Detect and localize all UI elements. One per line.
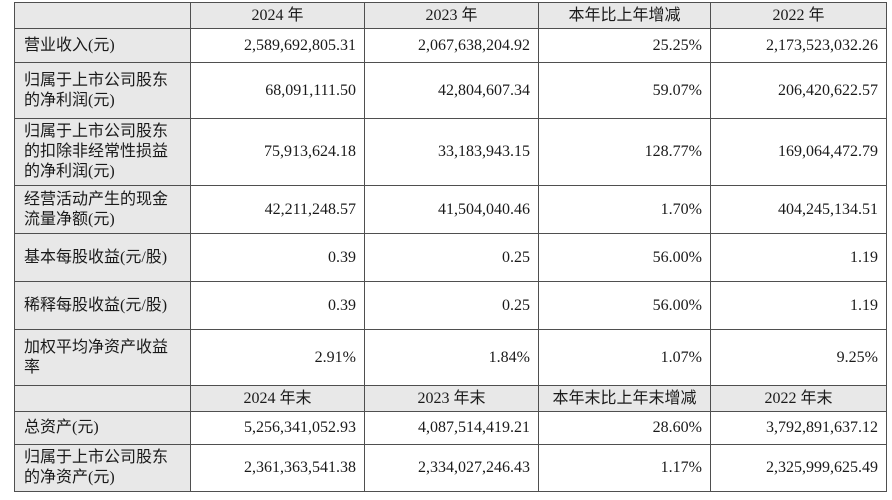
col-header-2023: 2023 年 [364,2,539,29]
row-label: 营业收入(元) [14,28,191,63]
cell-2022: 2,325,999,625.49 [710,444,887,492]
cell-2022: 2,173,523,032.26 [710,28,887,63]
table-row-revenue: 营业收入(元) 2,589,692,805.31 2,067,638,204.9… [14,28,887,63]
cell-2022: 3,792,891,637.12 [710,411,887,445]
cell-2023: 2,334,027,246.43 [364,444,539,492]
table-row-operating-cash-flow: 经营活动产生的现金流量净额(元) 42,211,248.57 41,504,04… [14,185,887,234]
header-empty-cell [14,385,191,412]
header-row-annual: 2024 年 2023 年 本年比上年增减 2022 年 [14,2,887,29]
cell-yoy-change: 56.00% [538,281,711,330]
cell-yoy-change: 25.25% [538,28,711,63]
cell-yoy-change: 128.77% [538,118,711,186]
row-label: 加权平均净资产收益率 [14,329,191,386]
row-label: 归属于上市公司股东的净利润(元) [14,62,191,119]
cell-2022: 206,420,622.57 [710,62,887,119]
header-empty-cell [14,2,191,29]
cell-yoy-change: 59.07% [538,62,711,119]
col-header-2024: 2024 年 [190,2,365,29]
table-row-weighted-avg-roe: 加权平均净资产收益率 2.91% 1.84% 1.07% 9.25% [14,329,887,386]
row-label: 总资产(元) [14,411,191,445]
cell-2024: 2,361,363,541.38 [190,444,365,492]
table-row-total-assets: 总资产(元) 5,256,341,052.93 4,087,514,419.21… [14,411,887,445]
cell-2023: 33,183,943.15 [364,118,539,186]
col-header-yearend-change: 本年末比上年末增减 [538,385,711,412]
table-row-diluted-eps: 稀释每股收益(元/股) 0.39 0.25 56.00% 1.19 [14,281,887,330]
row-label: 归属于上市公司股东的净资产(元) [14,444,191,492]
col-header-yoy-change: 本年比上年增减 [538,2,711,29]
col-header-2022: 2022 年 [710,2,887,29]
cell-2023: 41,504,040.46 [364,185,539,234]
row-label: 经营活动产生的现金流量净额(元) [14,185,191,234]
cell-yoy-change: 56.00% [538,233,711,282]
col-header-2022-yearend: 2022 年末 [710,385,887,412]
cell-2024: 42,211,248.57 [190,185,365,234]
cell-yoy-change: 1.70% [538,185,711,234]
row-label: 基本每股收益(元/股) [14,233,191,282]
cell-2022: 404,245,134.51 [710,185,887,234]
cell-2023: 0.25 [364,281,539,330]
cell-yoy-change: 1.17% [538,444,711,492]
cell-2024: 2,589,692,805.31 [190,28,365,63]
table-row-net-profit-excl-nonrecurring: 归属于上市公司股东的扣除非经常性损益的净利润(元) 75,913,624.18 … [14,118,887,186]
cell-2023: 1.84% [364,329,539,386]
table-row-net-profit: 归属于上市公司股东的净利润(元) 68,091,111.50 42,804,60… [14,62,887,119]
cell-2024: 2.91% [190,329,365,386]
col-header-2023-yearend: 2023 年末 [364,385,539,412]
cell-2022: 1.19 [710,281,887,330]
cell-2024: 0.39 [190,281,365,330]
cell-2022: 1.19 [710,233,887,282]
cell-2024: 75,913,624.18 [190,118,365,186]
table-row-net-assets: 归属于上市公司股东的净资产(元) 2,361,363,541.38 2,334,… [14,444,887,492]
cell-yoy-change: 1.07% [538,329,711,386]
cell-2023: 42,804,607.34 [364,62,539,119]
cell-2023: 2,067,638,204.92 [364,28,539,63]
table-row-basic-eps: 基本每股收益(元/股) 0.39 0.25 56.00% 1.19 [14,233,887,282]
cell-2024: 0.39 [190,233,365,282]
col-header-2024-yearend: 2024 年末 [190,385,365,412]
financial-summary-table: 2024 年 2023 年 本年比上年增减 2022 年 营业收入(元) 2,5… [14,2,887,492]
header-row-yearend: 2024 年末 2023 年末 本年末比上年末增减 2022 年末 [14,385,887,412]
cell-2023: 0.25 [364,233,539,282]
row-label: 稀释每股收益(元/股) [14,281,191,330]
cell-2024: 68,091,111.50 [190,62,365,119]
cell-2023: 4,087,514,419.21 [364,411,539,445]
cell-2022: 9.25% [710,329,887,386]
cell-2024: 5,256,341,052.93 [190,411,365,445]
row-label: 归属于上市公司股东的扣除非经常性损益的净利润(元) [14,118,191,186]
cell-yoy-change: 28.60% [538,411,711,445]
cell-2022: 169,064,472.79 [710,118,887,186]
